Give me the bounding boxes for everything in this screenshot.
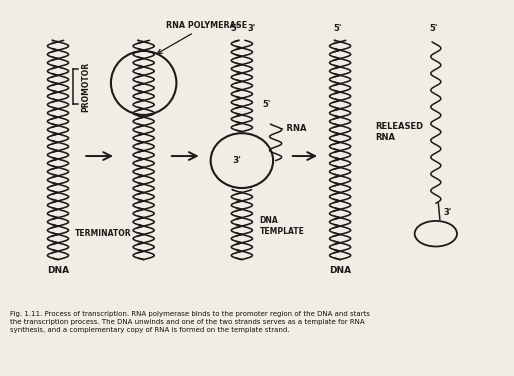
Text: TERMINATOR: TERMINATOR xyxy=(75,229,131,238)
Text: 3': 3' xyxy=(248,24,256,33)
Text: DNA
TEMPLATE: DNA TEMPLATE xyxy=(260,216,304,236)
Text: RNA POLYMERASE: RNA POLYMERASE xyxy=(157,21,247,53)
Text: DNA: DNA xyxy=(329,266,351,275)
Text: DNA: DNA xyxy=(47,266,69,275)
Text: 5': 5' xyxy=(334,24,342,33)
Text: 5': 5' xyxy=(262,100,270,109)
Text: Fig. 1.11. Process of transcription. RNA polymerase binds to the promoter region: Fig. 1.11. Process of transcription. RNA… xyxy=(10,311,370,334)
Text: 5': 5' xyxy=(429,24,437,33)
Text: PROMOTOR: PROMOTOR xyxy=(82,62,90,112)
Text: RELEASED
RNA: RELEASED RNA xyxy=(375,121,424,142)
Text: 3': 3' xyxy=(444,208,452,217)
Text: 3': 3' xyxy=(232,156,242,165)
Text: - RNA: - RNA xyxy=(280,124,306,133)
Text: 5': 5' xyxy=(230,24,238,33)
